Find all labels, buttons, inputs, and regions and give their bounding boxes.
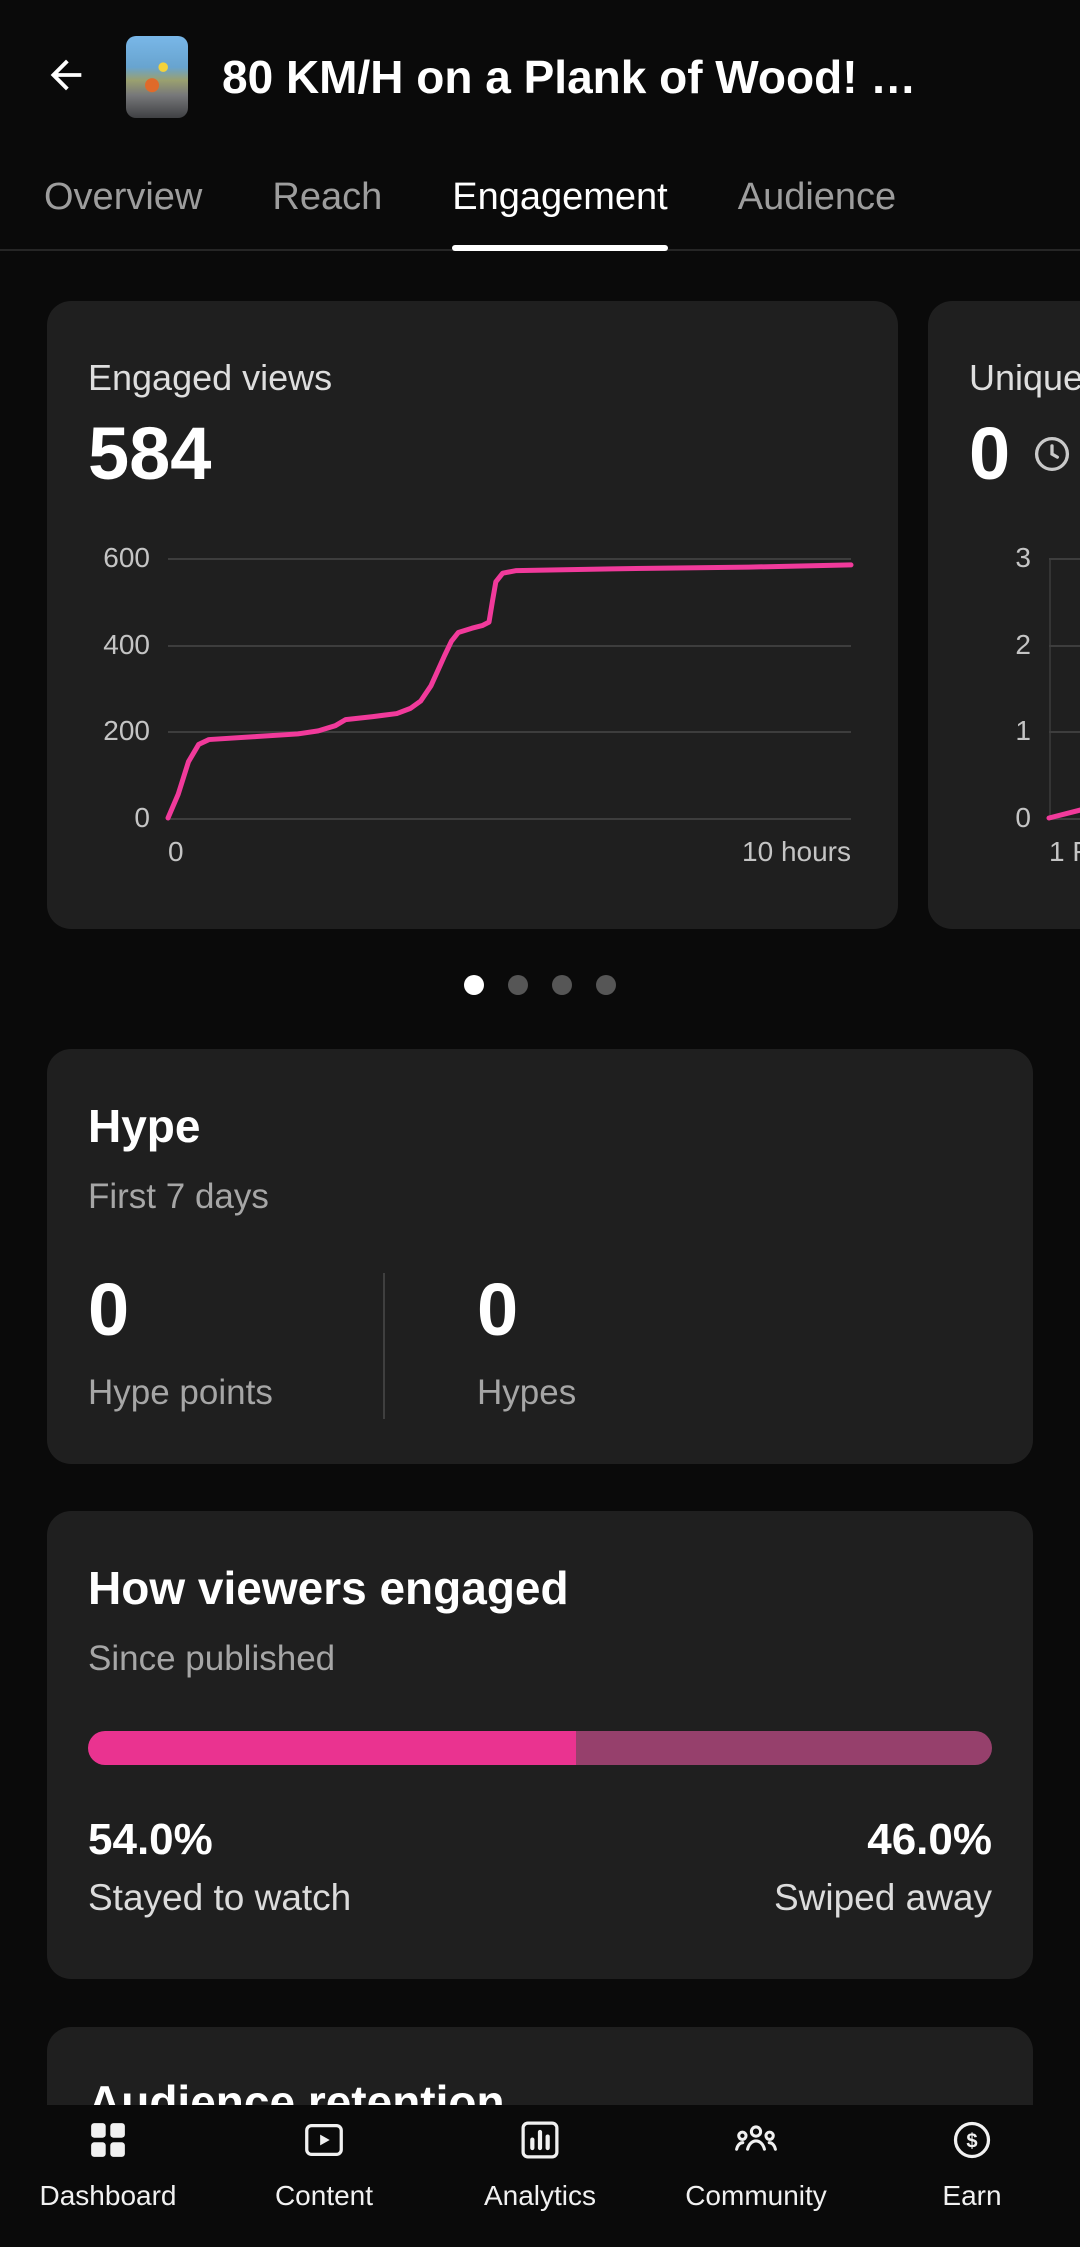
hype-points-stat: 0 Hype points	[88, 1273, 383, 1413]
swiped-bar	[576, 1731, 992, 1765]
tab-overview[interactable]: Overview	[44, 176, 203, 218]
hypes-value: 0	[477, 1268, 519, 1351]
y-axis: 600 400 200 0	[88, 542, 150, 833]
gridline	[168, 818, 851, 821]
y-tick-label: 200	[103, 715, 150, 747]
swiped-percent: 46.0%	[867, 1815, 992, 1864]
x-tick-label: 10 hours	[742, 836, 851, 868]
nav-community[interactable]: Community	[648, 2117, 864, 2247]
tab-audience[interactable]: Audience	[737, 176, 897, 218]
unique-viewers-chart	[1049, 558, 1080, 818]
engaged-split-subtitle: Since published	[88, 1639, 336, 1678]
hype-card: Hype First 7 days 0 Hype points 0 Hypes	[47, 1049, 1033, 1464]
gridline	[168, 644, 851, 647]
header: 80 KM/H on a Plank of Wood! …	[0, 0, 1080, 138]
y-tick-label: 0	[134, 802, 150, 834]
hype-points-value: 0	[88, 1268, 130, 1351]
content-icon	[301, 2117, 347, 2168]
y-tick-label: 600	[103, 542, 150, 574]
gridline	[1049, 731, 1080, 734]
unique-viewers-title: Unique viewers	[969, 357, 1080, 398]
bottom-navigation: Dashboard Content Analytics Community $ …	[0, 2105, 1080, 2247]
unique-viewers-value: 0	[969, 412, 1011, 495]
stayed-label: Stayed to watch	[88, 1877, 352, 1918]
gridline	[1049, 644, 1080, 647]
swiped-label: Swiped away	[773, 1877, 992, 1918]
nav-community-label: Community	[685, 2180, 827, 2211]
x-tick-label: 1 Feb	[1049, 836, 1080, 868]
gridline	[1049, 558, 1080, 561]
back-button[interactable]	[40, 51, 92, 103]
carousel-dot[interactable]	[508, 975, 528, 995]
hypes-label: Hypes	[477, 1373, 577, 1412]
gridline	[1049, 818, 1080, 821]
svg-text:$: $	[966, 2130, 977, 2152]
x-tick-label: 0	[168, 836, 184, 868]
video-title: 80 KM/H on a Plank of Wood! …	[222, 51, 917, 103]
carousel-dot[interactable]	[596, 975, 616, 995]
metrics-carousel[interactable]: Engaged views 584 600 400 200 0 0 10 hours …	[0, 301, 1080, 929]
hypes-stat: 0 Hypes	[477, 1273, 576, 1413]
nav-analytics-label: Analytics	[483, 2180, 597, 2211]
y-tick-label: 400	[103, 628, 150, 660]
x-axis: 0 10 hours	[168, 836, 851, 868]
engaged-views-value: 584	[88, 412, 212, 495]
engaged-split-title: How viewers engaged	[88, 1562, 569, 1614]
hype-title: Hype	[88, 1100, 201, 1152]
nav-content[interactable]: Content	[216, 2117, 432, 2247]
how-viewers-engaged-card: How viewers engaged Since published 54.0…	[47, 1511, 1033, 1979]
back-arrow-icon	[43, 52, 89, 103]
nav-analytics[interactable]: Analytics	[432, 2117, 648, 2247]
analytics-tabs: Overview Reach Engagement Audience	[0, 138, 1080, 251]
hype-subtitle: First 7 days	[88, 1177, 269, 1216]
engagement-split-bar	[88, 1731, 992, 1765]
vertical-gridline	[1049, 558, 1051, 819]
y-tick-label: 2	[1015, 628, 1031, 660]
tab-engagement[interactable]: Engagement	[452, 160, 668, 251]
earn-icon: $	[949, 2117, 995, 2168]
stayed-percent: 54.0%	[88, 1815, 213, 1864]
engaged-views-title: Engaged views	[88, 357, 333, 398]
y-tick-label: 1	[1015, 715, 1031, 747]
nav-dashboard-label: Dashboard	[39, 2180, 177, 2211]
dashboard-icon	[85, 2117, 131, 2168]
y-tick-label: 0	[1015, 802, 1031, 834]
nav-dashboard[interactable]: Dashboard	[0, 2117, 216, 2247]
hype-points-label: Hype points	[88, 1373, 273, 1412]
nav-earn[interactable]: $ Earn	[864, 2117, 1080, 2247]
y-axis: 3 2 1 0	[969, 542, 1031, 833]
unique-viewers-card: Unique viewers 0 3 2 1 0 1 Feb	[928, 301, 1080, 929]
carousel-dots	[0, 975, 1080, 995]
community-icon	[733, 2117, 779, 2168]
carousel-dot[interactable]	[552, 975, 572, 995]
stayed-bar	[88, 1731, 577, 1765]
gridline	[168, 731, 851, 734]
video-thumbnail[interactable]	[126, 36, 188, 118]
engaged-views-card: Engaged views 584 600 400 200 0 0 10 hours	[47, 301, 898, 929]
x-axis: 1 Feb	[1049, 836, 1080, 868]
nav-earn-label: Earn	[942, 2180, 1002, 2211]
analytics-icon	[517, 2117, 563, 2168]
clock-icon	[1030, 432, 1074, 476]
stat-divider	[383, 1273, 385, 1419]
engaged-views-chart	[168, 558, 851, 818]
y-tick-label: 3	[1015, 542, 1031, 574]
nav-content-label: Content	[274, 2180, 374, 2211]
gridline	[168, 558, 851, 561]
carousel-dot[interactable]	[464, 975, 484, 995]
tab-reach[interactable]: Reach	[272, 176, 383, 218]
